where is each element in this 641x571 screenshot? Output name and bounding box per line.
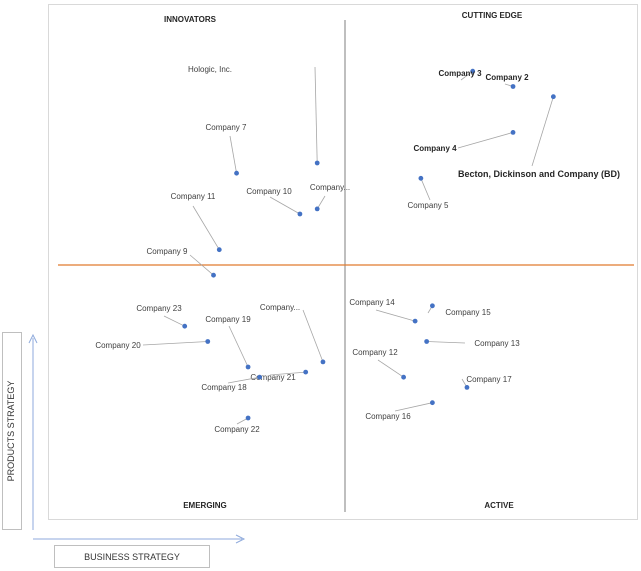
data-point-label: Company 7 xyxy=(206,123,247,132)
quadrant-label-top-left: INNOVATORS xyxy=(164,15,217,24)
data-point xyxy=(550,94,556,100)
leader-line xyxy=(375,309,416,322)
data-point-label: Company 22 xyxy=(214,425,260,434)
leader-line xyxy=(460,70,473,81)
data-point xyxy=(234,170,239,176)
data-point xyxy=(303,369,309,375)
data-point-label: Company 4 xyxy=(413,144,457,153)
leader-line xyxy=(314,66,318,164)
data-point xyxy=(464,385,470,390)
data-point xyxy=(510,84,516,89)
data-point-label: Company 2 xyxy=(485,73,529,82)
data-point xyxy=(245,364,251,370)
data-point xyxy=(424,339,430,344)
data-point-label: Company 18 xyxy=(201,383,247,392)
quadrant-label-bottom-left: EMERGING xyxy=(183,501,227,510)
leader-line xyxy=(316,195,326,210)
chart-frame xyxy=(48,4,638,520)
y-axis-label: PRODUCTS STRATEGY xyxy=(6,380,16,482)
x-axis-label: BUSINESS STRATEGY xyxy=(84,551,180,562)
leader-line xyxy=(142,341,208,346)
data-point xyxy=(412,318,418,324)
leader-line xyxy=(426,341,466,344)
quadrant-label-bottom-right: ACTIVE xyxy=(484,501,514,510)
data-point-label: Company 14 xyxy=(349,298,395,307)
data-point xyxy=(216,247,222,253)
data-point xyxy=(211,272,216,278)
data-point xyxy=(510,130,516,135)
data-point xyxy=(401,374,406,380)
data-point xyxy=(470,68,476,74)
data-point-label: Company 11 xyxy=(171,192,216,201)
leader-line xyxy=(189,254,214,276)
data-point xyxy=(320,359,326,365)
y-axis-arrow-head xyxy=(28,333,38,344)
data-point xyxy=(314,206,320,212)
leader-line xyxy=(269,371,306,376)
data-point-label: Company 3 xyxy=(438,69,482,78)
data-point-label: Company 10 xyxy=(246,187,292,196)
data-point xyxy=(297,211,303,217)
data-point-label: Company... xyxy=(260,303,300,312)
leader-line xyxy=(227,376,260,384)
leader-line xyxy=(269,196,301,215)
leader-line xyxy=(192,205,220,250)
leader-line xyxy=(420,178,431,201)
leader-line xyxy=(531,96,554,167)
leader-line xyxy=(163,315,185,327)
x-axis-label-box: BUSINESS STRATEGY xyxy=(54,545,210,568)
data-point-label: Company 9 xyxy=(147,247,188,256)
leader-line xyxy=(394,402,433,412)
data-point xyxy=(430,303,435,309)
data-point-label: Company 17 xyxy=(466,375,512,384)
data-point-label: Company 13 xyxy=(474,339,520,348)
data-point-label: Becton, Dickinson and Company (BD) xyxy=(458,169,620,179)
leader-line xyxy=(229,135,237,174)
data-point xyxy=(257,374,262,380)
leader-line xyxy=(377,359,404,378)
data-point-label: Company 23 xyxy=(136,304,182,313)
x-axis-arrow-head xyxy=(235,534,246,544)
quadrant-label-top-right: CUTTING EDGE xyxy=(462,11,523,20)
data-point xyxy=(314,160,320,166)
y-axis-label-box xyxy=(2,332,22,530)
data-point-label: Company 15 xyxy=(445,308,491,317)
data-point-label: Company... xyxy=(310,183,350,192)
data-point xyxy=(182,323,188,329)
data-point-label: Company 20 xyxy=(95,341,141,350)
data-point-label: Company 5 xyxy=(408,201,449,210)
leader-line xyxy=(457,132,514,149)
data-point-label: Hologic, Inc. xyxy=(188,65,232,74)
leader-line xyxy=(228,325,249,368)
data-point xyxy=(430,400,435,406)
data-point xyxy=(418,175,424,181)
data-point-label: Company 16 xyxy=(365,412,411,421)
data-point xyxy=(245,415,251,421)
data-point xyxy=(205,339,211,344)
points-layer: Hologic, Inc. Company 7 Company 10 Company.… xyxy=(95,65,620,434)
leader-line xyxy=(302,309,324,363)
data-point-label: Company 12 xyxy=(352,348,398,357)
data-point-label: Company 21 xyxy=(250,373,296,382)
data-point-label: Company 19 xyxy=(205,315,251,324)
